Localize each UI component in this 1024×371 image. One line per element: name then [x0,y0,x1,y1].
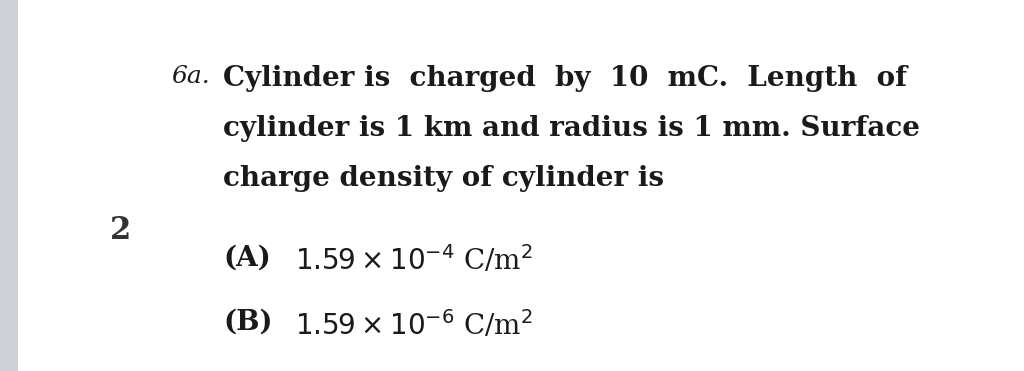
Text: 6a.: 6a. [172,65,210,88]
Text: charge density of cylinder is: charge density of cylinder is [223,164,665,191]
Text: (A): (A) [223,244,271,272]
Text: (B): (B) [223,309,272,336]
Text: Cylinder is  charged  by  10  mC.  Length  of: Cylinder is charged by 10 mC. Length of [223,65,907,92]
Text: $1.59 \times 10^{-4}$ C/m$^2$: $1.59 \times 10^{-4}$ C/m$^2$ [295,244,532,276]
Text: $1.59 \times 10^{-6}$ C/m$^2$: $1.59 \times 10^{-6}$ C/m$^2$ [295,309,532,341]
Text: cylinder is 1 km and radius is 1 mm. Surface: cylinder is 1 km and radius is 1 mm. Sur… [223,115,921,141]
Text: 2: 2 [110,215,131,246]
